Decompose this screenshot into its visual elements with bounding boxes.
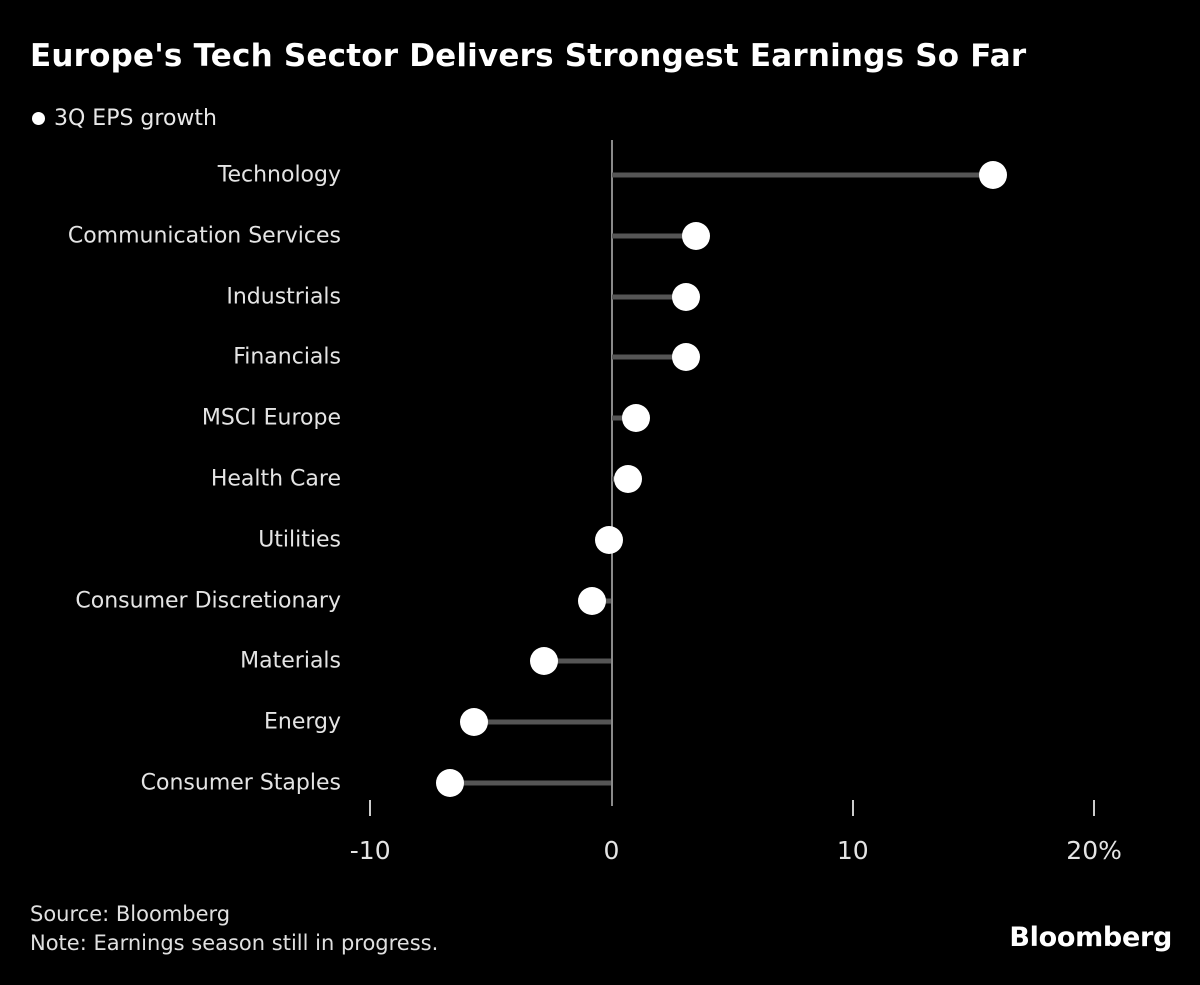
data-point-dot xyxy=(614,465,643,493)
bloomberg-logo: Bloomberg xyxy=(1009,922,1172,953)
data-point-dot xyxy=(681,221,710,250)
value-stem xyxy=(473,719,612,725)
x-axis-tick xyxy=(1093,800,1096,816)
category-label: Consumer Staples xyxy=(140,770,341,796)
data-point-dot xyxy=(595,525,624,554)
page-title: Europe's Tech Sector Delivers Strongest … xyxy=(30,38,1027,74)
category-label: Materials xyxy=(240,648,341,674)
data-point-dot xyxy=(672,282,701,311)
legend-label: 3Q EPS growth xyxy=(54,106,217,131)
dot-marker-icon xyxy=(32,112,45,125)
category-label: Industrials xyxy=(226,284,341,310)
value-stem xyxy=(611,172,993,178)
data-point-dot xyxy=(578,586,607,615)
value-stem xyxy=(611,233,696,239)
note-text: Note: Earnings season still in progress. xyxy=(30,931,439,955)
category-label: Health Care xyxy=(210,466,341,492)
source-text: Source: Bloomberg xyxy=(30,902,231,926)
data-point-dot xyxy=(529,647,558,676)
data-point-dot xyxy=(621,404,650,433)
chart-legend: 3Q EPS growth xyxy=(32,106,217,131)
value-stem xyxy=(611,354,687,360)
category-label: Utilities xyxy=(258,527,341,553)
data-point-dot xyxy=(459,708,488,737)
zero-axis-line xyxy=(610,140,613,806)
category-label: Communication Services xyxy=(67,223,341,249)
chart-footer: Source: Bloomberg Note: Earnings season … xyxy=(30,900,438,958)
value-stem xyxy=(611,294,687,300)
x-axis-tick xyxy=(851,800,854,816)
data-point-dot xyxy=(435,769,464,797)
data-point-dot xyxy=(672,343,701,372)
category-label: Energy xyxy=(263,709,341,735)
x-axis-tick xyxy=(369,800,372,816)
value-stem xyxy=(543,658,612,664)
category-label: Consumer Discretionary xyxy=(75,588,341,614)
x-axis-tick-label: -10 xyxy=(349,836,391,865)
category-label: MSCI Europe xyxy=(201,405,341,431)
x-axis-tick-label: 20% xyxy=(1066,836,1122,865)
data-point-dot xyxy=(978,161,1007,189)
x-axis-tick-label: 10 xyxy=(836,836,869,865)
category-label: Financials xyxy=(233,344,341,370)
category-label: Technology xyxy=(217,162,341,188)
value-stem xyxy=(449,780,612,786)
x-axis-tick-label: 0 xyxy=(603,836,620,865)
